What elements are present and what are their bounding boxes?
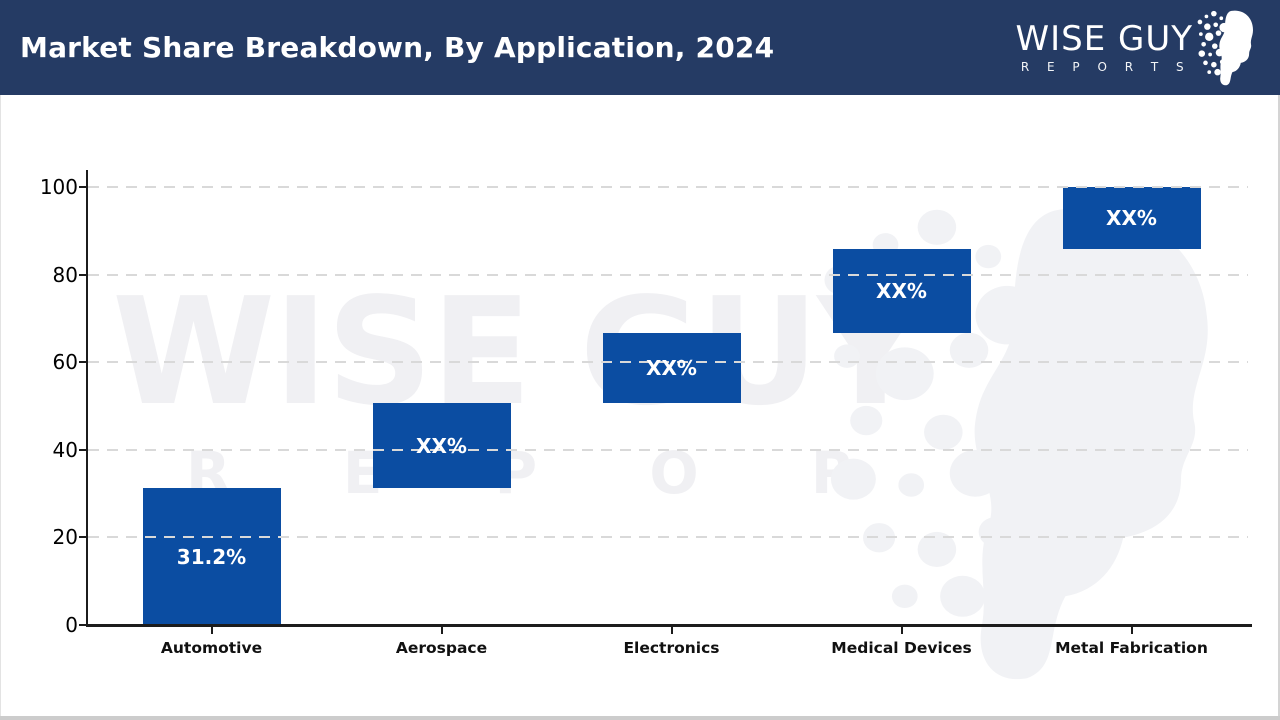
x-category-label: Aerospace (395, 639, 488, 657)
y-axis-line (86, 170, 88, 626)
bar-value-label: XX% (416, 433, 467, 458)
wiseguy-logo: WISE GUY R E P O R T S (1015, 9, 1256, 87)
watermark-wordmark: WISE GUY (112, 266, 924, 438)
bar-value-label: XX% (646, 355, 697, 380)
x-axis-line (86, 624, 1252, 627)
bar-value-label: XX% (1106, 206, 1157, 231)
y-tick-mark-20 (79, 536, 86, 539)
left-border (0, 95, 1, 720)
chart-title: Market Share Breakdown, By Application, … (20, 31, 775, 64)
bar-medical-devices (832, 249, 971, 333)
y-tick-label-60: 60 (52, 350, 78, 375)
wiseguy-head-icon (1197, 10, 1254, 85)
x-tick-mark-1 (440, 627, 443, 634)
header-bar: Market Share Breakdown, By Application, … (0, 0, 1280, 95)
x-category-label: Automotive (160, 639, 263, 657)
bar-metal-fabrication (1062, 187, 1201, 250)
bar-value-label: XX% (876, 279, 927, 304)
y-tick-mark-100 (79, 186, 86, 188)
gridline-20 (88, 536, 1248, 539)
x-tick-mark-2 (670, 627, 673, 634)
gridline-80 (88, 273, 1248, 276)
x-tick-mark-0 (210, 627, 213, 634)
right-border (1278, 95, 1280, 720)
gridline-40 (88, 448, 1248, 451)
y-tick-label-100: 100 (39, 175, 78, 199)
bar-aerospace (372, 402, 511, 489)
x-category-label: Metal Fabrication (1055, 639, 1208, 657)
logo-subtext: R E P O R T S (1020, 60, 1191, 74)
bar-automotive (142, 488, 281, 625)
x-category-label: Medical Devices (831, 639, 972, 657)
logo-wordmark: WISE GUY (1015, 19, 1193, 59)
y-tick-mark-80 (79, 273, 86, 276)
y-tick-label-80: 80 (52, 262, 78, 287)
bar-electronics (602, 332, 741, 403)
y-tick-label-20: 20 (52, 525, 78, 550)
y-tick-label-40: 40 (52, 437, 78, 462)
bottom-border (0, 716, 1280, 720)
x-tick-mark-3 (900, 627, 903, 634)
gridline-100 (88, 186, 1248, 188)
y-tick-mark-40 (79, 448, 86, 451)
gridline-60 (88, 361, 1248, 364)
y-tick-mark-0 (79, 624, 86, 626)
y-tick-label-0: 0 (65, 613, 78, 637)
x-tick-mark-4 (1130, 627, 1133, 634)
bar-value-label: 31.2% (176, 544, 247, 569)
y-tick-mark-60 (79, 361, 86, 364)
x-category-label: Electronics (623, 639, 720, 657)
